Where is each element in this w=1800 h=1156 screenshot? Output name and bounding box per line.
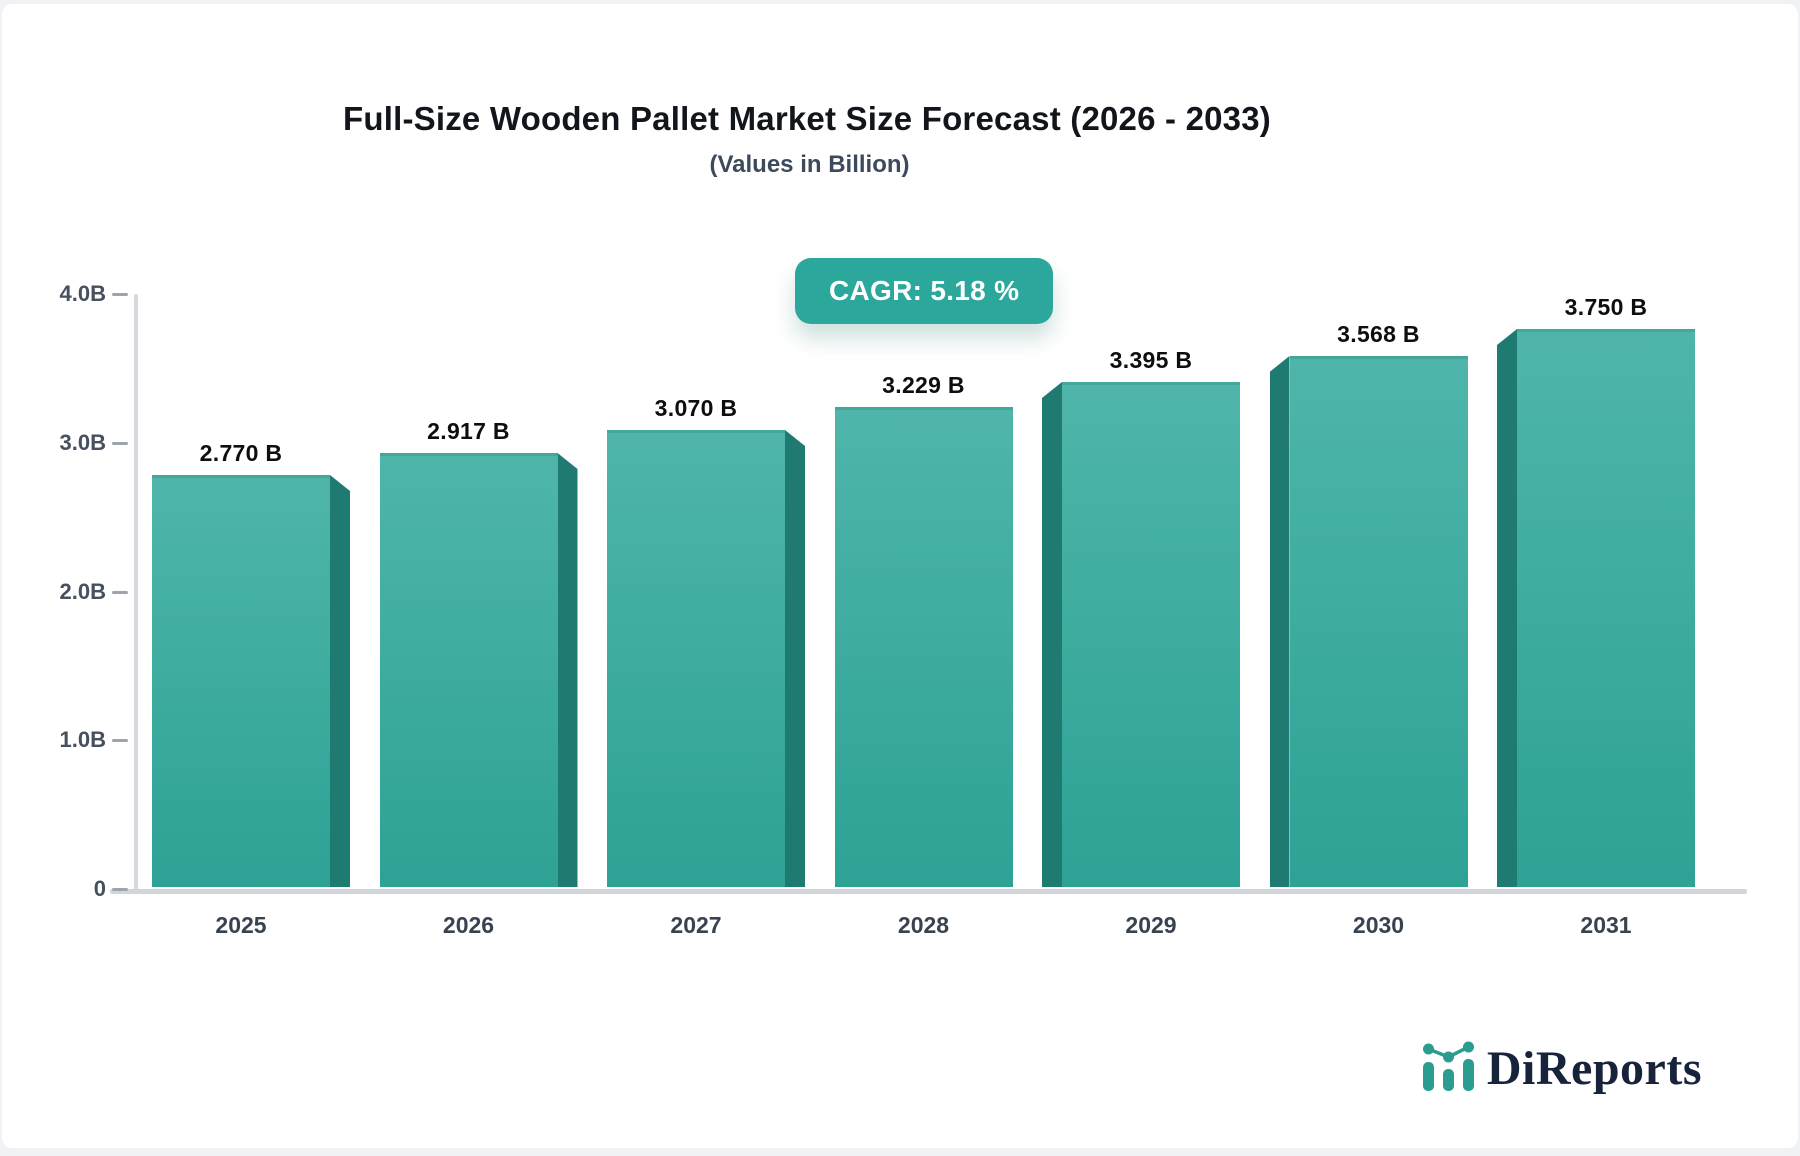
bar-side-panel-2026 xyxy=(557,453,578,887)
bar-side-panel-2029 xyxy=(1042,382,1062,887)
y-axis-tick-dash xyxy=(112,441,128,445)
y-axis-tick-label: 1.0B xyxy=(59,727,106,753)
y-axis-line xyxy=(134,294,138,893)
chart-card: Full-Size Wooden Pallet Market Size Fore… xyxy=(2,4,1798,1148)
bar-2026 xyxy=(379,453,558,887)
x-axis-label-2026: 2026 xyxy=(442,912,495,938)
x-axis-label-2025: 2025 xyxy=(215,912,267,938)
logo-text: DiReports xyxy=(1486,1041,1702,1095)
bar-2028 xyxy=(834,407,1013,887)
bar-side-panel-2025 xyxy=(330,475,350,887)
bar-value-label-2031: 3.750 B xyxy=(1564,294,1648,320)
bar-2031 xyxy=(1517,329,1695,887)
bar-side-panel-2027 xyxy=(785,430,805,887)
y-axis-tick-label: 0 xyxy=(93,876,106,901)
x-axis-label-2027: 2027 xyxy=(670,912,722,938)
y-axis-tick-dash xyxy=(112,739,128,743)
bar-value-label-2029: 3.395 B xyxy=(1109,347,1193,373)
cagr-badge: CAGR: 5.18 % xyxy=(795,258,1054,324)
y-axis-tick-dash xyxy=(112,888,128,891)
bar-2027 xyxy=(607,430,785,887)
x-axis-line xyxy=(110,889,1747,894)
bar-value-label-2027: 3.070 B xyxy=(654,395,738,421)
x-axis-label-2031: 2031 xyxy=(1580,912,1632,938)
x-axis-label-2029: 2029 xyxy=(1125,912,1177,938)
bar-value-label-2025: 2.770 B xyxy=(199,440,283,466)
chart-title: Full-Size Wooden Pallet Market Size Fore… xyxy=(343,100,1271,137)
bar-side-panel-2030 xyxy=(1269,356,1290,887)
mini-bar-line-chart-icon xyxy=(1422,1041,1474,1091)
y-axis-tick-dash xyxy=(112,293,128,296)
bar-value-label-2028: 3.229 B xyxy=(882,372,965,398)
bar-2025 xyxy=(152,475,330,887)
cagr-badge-label: CAGR: 5.18 % xyxy=(829,275,1020,306)
y-axis-tick-label: 3.0B xyxy=(59,429,106,455)
bar-side-panel-2031 xyxy=(1497,329,1517,887)
y-axis-tick-label: 4.0B xyxy=(59,281,106,306)
plot-area: 4.0B 3.0B 2.0B 1.0B 0 2.770 B 2025 2.917 B 2026 3… xyxy=(60,281,1752,938)
direports-logo: DiReports xyxy=(1419,1032,1702,1104)
chart-subtitle: (Values in Billion) xyxy=(709,151,910,178)
bar-2030 xyxy=(1289,356,1468,887)
bar-2029 xyxy=(1062,382,1240,887)
bar-value-label-2026: 2.917 B xyxy=(427,418,510,444)
bar-value-label-2030: 3.568 B xyxy=(1337,321,1420,347)
x-axis-label-2028: 2028 xyxy=(897,912,950,938)
y-axis-tick-label: 2.0B xyxy=(59,578,106,604)
y-axis-tick-dash xyxy=(112,590,128,594)
x-axis-label-2030: 2030 xyxy=(1352,912,1405,938)
